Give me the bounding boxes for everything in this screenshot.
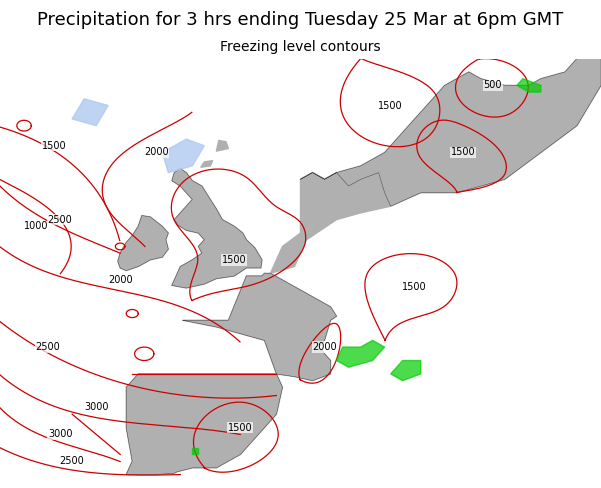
Polygon shape [192, 448, 198, 454]
Polygon shape [337, 340, 385, 367]
Polygon shape [172, 168, 262, 288]
Polygon shape [201, 161, 213, 167]
Text: 1500: 1500 [222, 255, 246, 265]
Text: 3000: 3000 [48, 429, 72, 439]
Text: Precipitation for 3 hrs ending Tuesday 25 Mar at 6pm GMT: Precipitation for 3 hrs ending Tuesday 2… [37, 12, 564, 29]
Polygon shape [216, 141, 228, 151]
Text: 2500: 2500 [47, 215, 73, 224]
Polygon shape [162, 139, 204, 173]
Text: 1500: 1500 [228, 423, 252, 432]
Text: 1500: 1500 [451, 147, 475, 158]
Polygon shape [517, 79, 541, 92]
Polygon shape [300, 59, 601, 206]
Text: 2000: 2000 [144, 147, 168, 158]
Text: 1500: 1500 [42, 141, 66, 151]
Text: 2000: 2000 [313, 342, 337, 352]
Text: 2000: 2000 [108, 275, 132, 285]
Polygon shape [72, 99, 108, 126]
Text: 2500: 2500 [59, 456, 85, 466]
Polygon shape [118, 216, 168, 270]
Text: 1000: 1000 [24, 222, 48, 231]
Text: 2500: 2500 [35, 342, 61, 352]
Polygon shape [126, 374, 282, 474]
Text: 500: 500 [484, 81, 502, 90]
Text: 1500: 1500 [403, 282, 427, 292]
Polygon shape [183, 273, 337, 381]
Text: 3000: 3000 [84, 403, 108, 412]
Polygon shape [270, 173, 391, 273]
Text: 1500: 1500 [379, 101, 403, 110]
Polygon shape [391, 361, 421, 381]
Text: Freezing level contours: Freezing level contours [220, 40, 381, 54]
